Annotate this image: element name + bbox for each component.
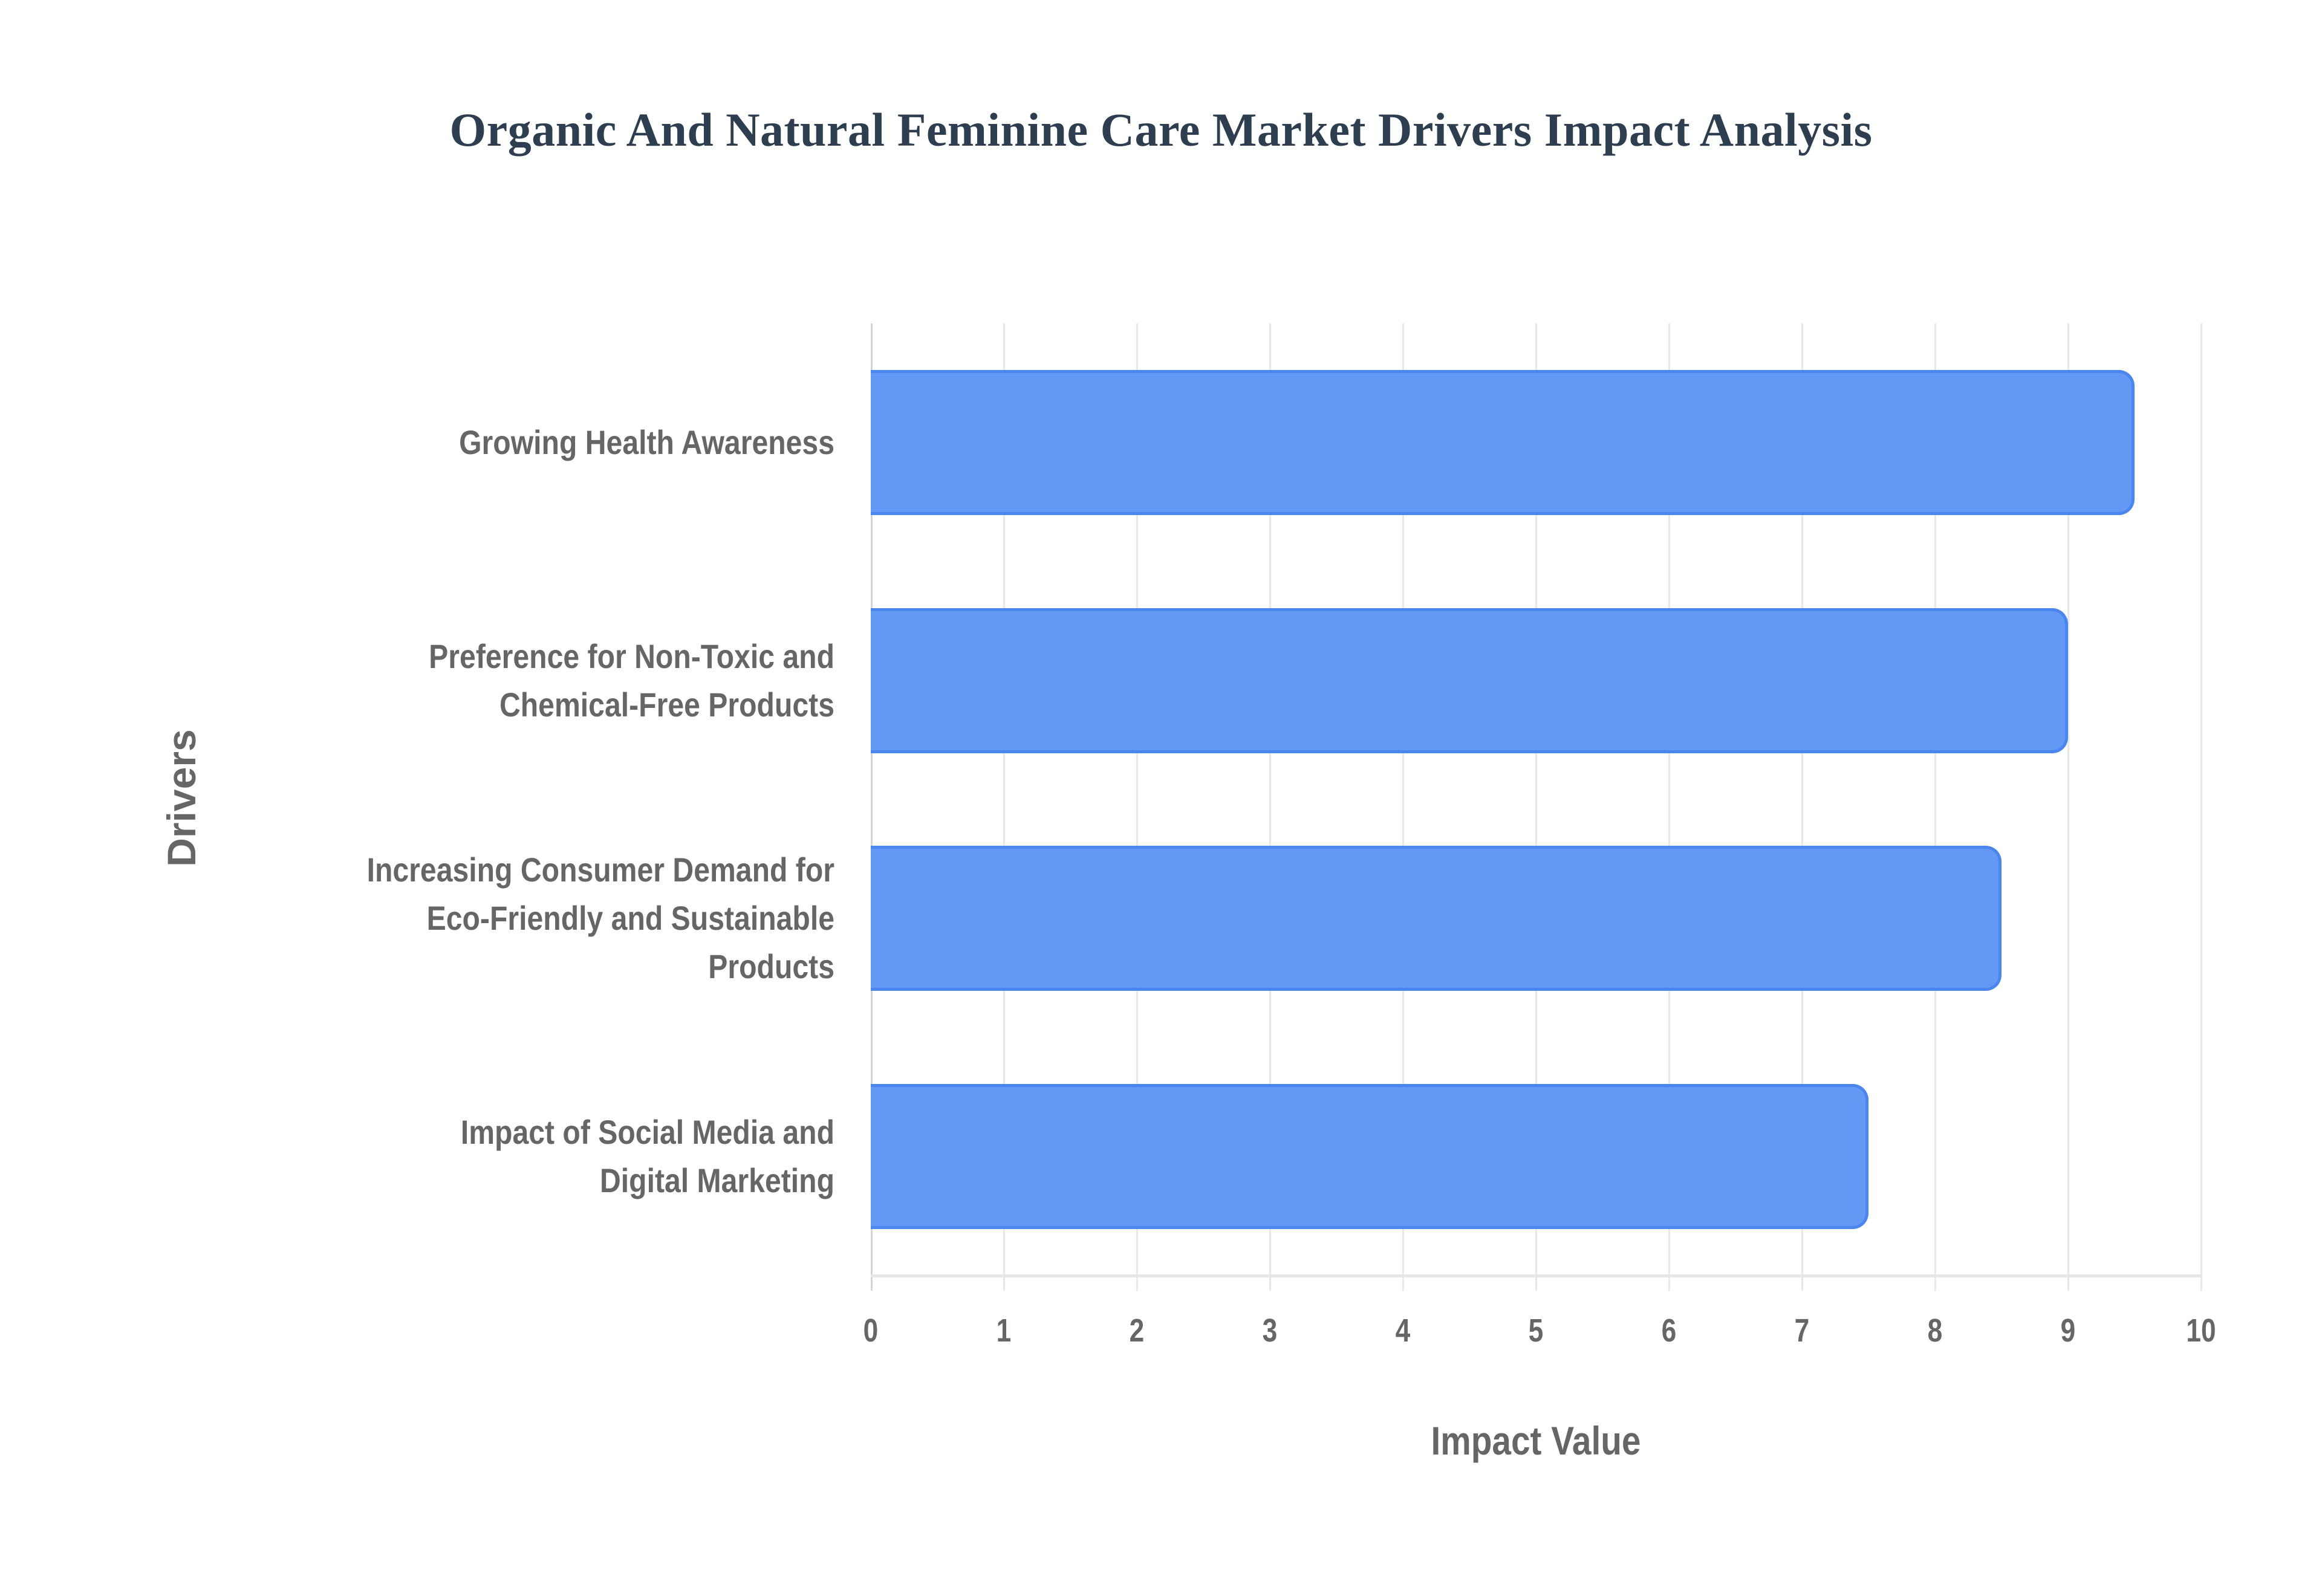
x-tick-label: 2 — [1129, 1312, 1145, 1349]
y-category-label: Impact of Social Media and Digital Market… — [314, 1108, 834, 1205]
gridline — [1535, 323, 1537, 1291]
gridline — [2067, 323, 2069, 1291]
x-tick-label: 10 — [2186, 1312, 2216, 1349]
gridline — [2200, 323, 2202, 1291]
bar[interactable] — [871, 846, 2002, 991]
x-tick-label: 1 — [996, 1312, 1012, 1349]
x-tick-label: 3 — [1262, 1312, 1278, 1349]
y-category-label-line: Digital Marketing — [599, 1161, 834, 1200]
y-category-label-line: Preference for Non-Toxic and — [429, 637, 834, 675]
x-tick-label: 9 — [2060, 1312, 2076, 1349]
x-tick-label: 0 — [863, 1312, 879, 1349]
y-axis-title: Drivers — [159, 729, 204, 867]
gridline — [1136, 323, 1138, 1291]
bar[interactable] — [871, 369, 2135, 515]
x-tick-label: 8 — [1927, 1312, 1943, 1349]
y-category-label: Preference for Non-Toxic and Chemical-Fre… — [314, 632, 834, 729]
x-tick-label: 6 — [1661, 1312, 1677, 1349]
y-category-label-line: Eco-Friendly and Sustainable — [426, 899, 834, 938]
y-axis-line — [871, 323, 873, 1291]
x-axis-line — [871, 1274, 2201, 1277]
chart-title: Organic And Natural Feminine Care Market… — [449, 103, 1873, 156]
plot-area — [871, 323, 2202, 1291]
x-tick-label: 4 — [1395, 1312, 1411, 1349]
y-category-label-line: Products — [708, 947, 834, 986]
x-tick-label: 5 — [1528, 1312, 1544, 1349]
gridline — [1668, 323, 1670, 1291]
gridline — [1269, 323, 1271, 1291]
x-axis-title: Impact Value — [1431, 1418, 1641, 1463]
y-category-label-line: Growing Health Awareness — [459, 423, 834, 461]
y-category-label-line: Impact of Social Media and — [460, 1113, 834, 1152]
y-category-label-line: Increasing Consumer Demand for — [366, 851, 834, 889]
gridline — [1801, 323, 1803, 1291]
bar[interactable] — [871, 1084, 1868, 1230]
x-tick-label: 7 — [1794, 1312, 1810, 1349]
y-category-label: Increasing Consumer Demand for Eco-Friend… — [314, 846, 834, 991]
gridline — [1402, 323, 1404, 1291]
y-category-label: Growing Health Awareness — [314, 418, 834, 467]
gridline — [1003, 323, 1005, 1291]
gridline — [1934, 323, 1936, 1291]
bar[interactable] — [871, 608, 2068, 753]
y-category-label-line: Chemical-Free Products — [499, 685, 834, 724]
